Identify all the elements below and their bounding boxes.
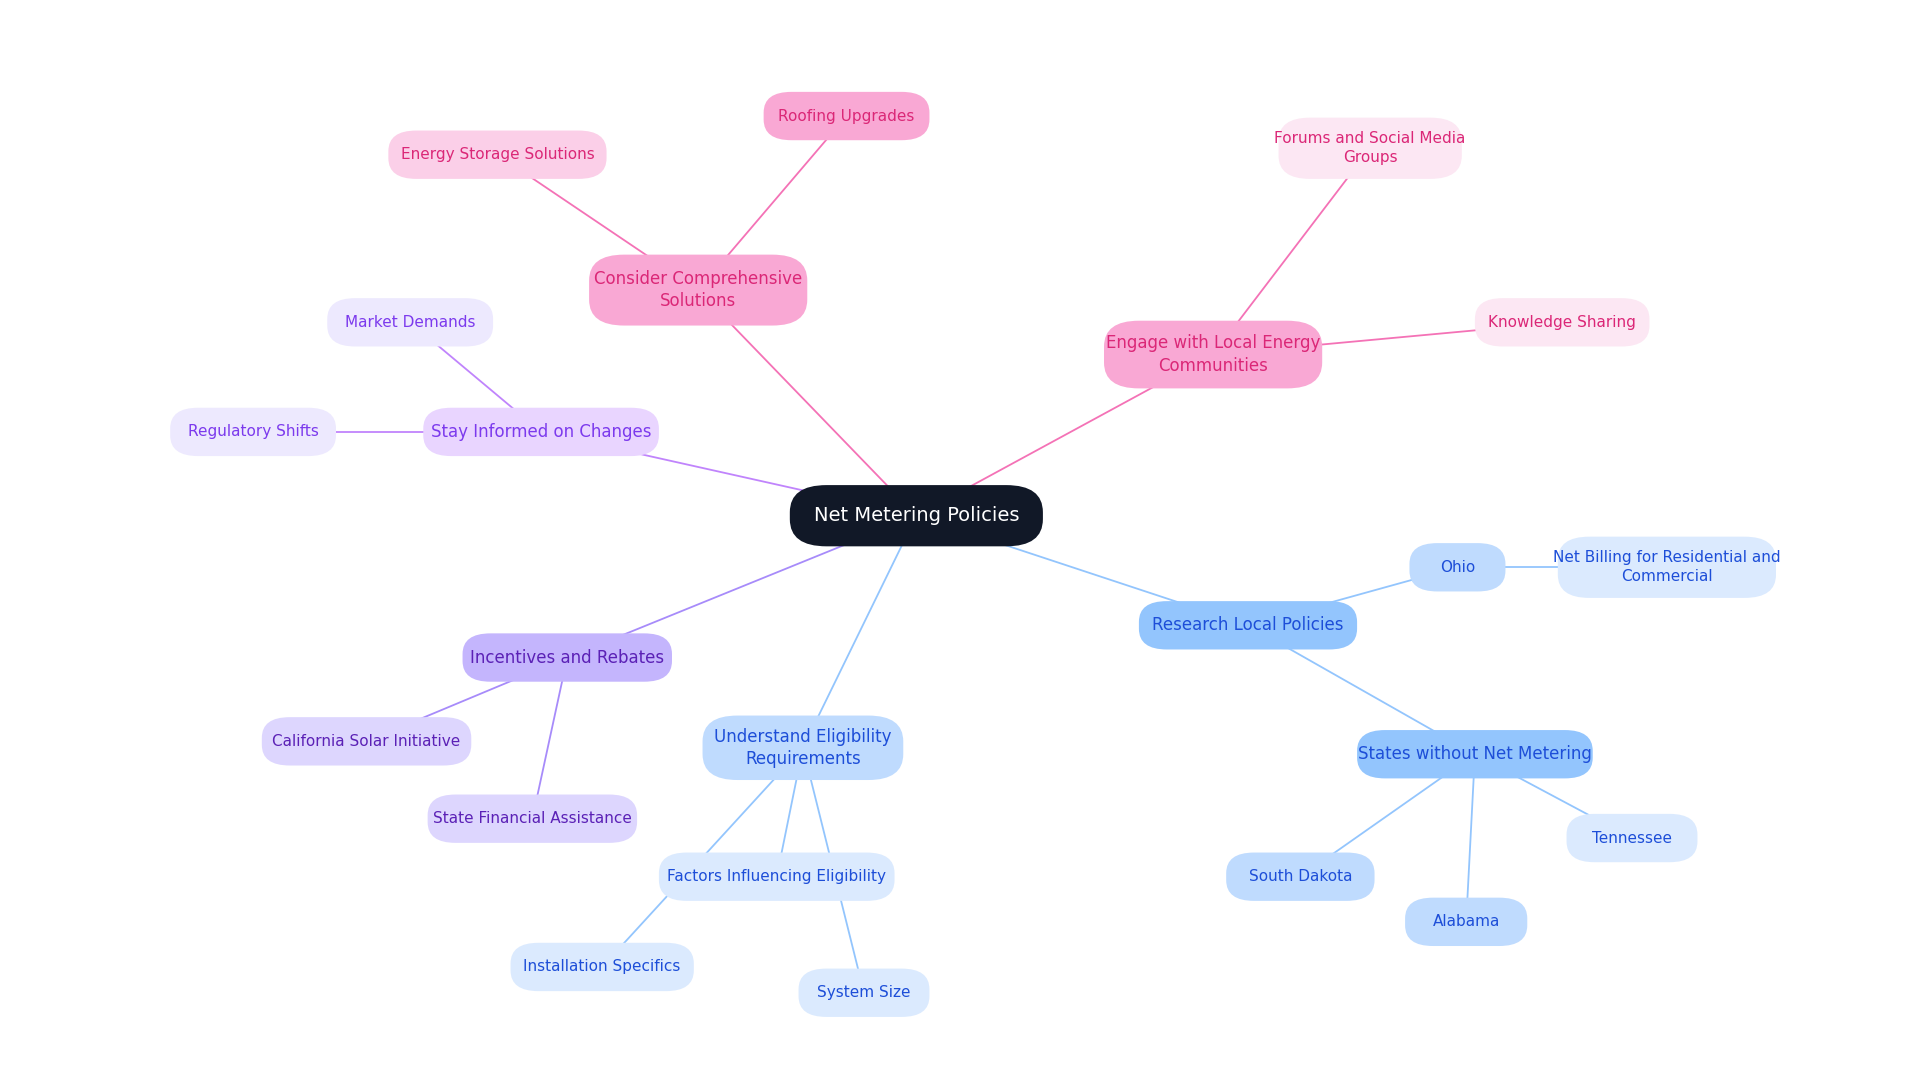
Text: Factors Influencing Eligibility: Factors Influencing Eligibility xyxy=(668,870,887,884)
Text: California Solar Initiative: California Solar Initiative xyxy=(273,734,461,748)
FancyBboxPatch shape xyxy=(1409,543,1505,591)
FancyBboxPatch shape xyxy=(1227,852,1375,901)
Text: Market Demands: Market Demands xyxy=(346,315,476,330)
Text: Net Billing for Residential and
Commercial: Net Billing for Residential and Commerci… xyxy=(1553,550,1780,584)
Text: Research Local Policies: Research Local Policies xyxy=(1152,616,1344,635)
FancyBboxPatch shape xyxy=(789,485,1043,546)
FancyBboxPatch shape xyxy=(463,634,672,681)
Text: System Size: System Size xyxy=(818,986,910,1001)
FancyBboxPatch shape xyxy=(1567,813,1697,862)
FancyBboxPatch shape xyxy=(422,407,659,456)
FancyBboxPatch shape xyxy=(1475,298,1649,347)
FancyBboxPatch shape xyxy=(1557,537,1776,598)
Text: Energy Storage Solutions: Energy Storage Solutions xyxy=(401,147,595,162)
Text: Incentives and Rebates: Incentives and Rebates xyxy=(470,649,664,666)
FancyBboxPatch shape xyxy=(326,298,493,347)
FancyBboxPatch shape xyxy=(1104,321,1323,389)
Text: States without Net Metering: States without Net Metering xyxy=(1357,745,1592,764)
Text: Regulatory Shifts: Regulatory Shifts xyxy=(188,425,319,440)
FancyBboxPatch shape xyxy=(1279,118,1461,179)
Text: State Financial Assistance: State Financial Assistance xyxy=(432,811,632,826)
FancyBboxPatch shape xyxy=(659,852,895,901)
FancyBboxPatch shape xyxy=(428,795,637,843)
Text: Stay Informed on Changes: Stay Informed on Changes xyxy=(430,422,651,441)
FancyBboxPatch shape xyxy=(171,407,336,456)
FancyBboxPatch shape xyxy=(799,968,929,1017)
FancyBboxPatch shape xyxy=(511,943,693,991)
FancyBboxPatch shape xyxy=(388,131,607,179)
Text: Engage with Local Energy
Communities: Engage with Local Energy Communities xyxy=(1106,335,1321,375)
Text: Installation Specifics: Installation Specifics xyxy=(524,960,682,975)
Text: Understand Eligibility
Requirements: Understand Eligibility Requirements xyxy=(714,728,891,768)
Text: Forums and Social Media
Groups: Forums and Social Media Groups xyxy=(1275,131,1465,165)
FancyBboxPatch shape xyxy=(1405,898,1526,947)
FancyBboxPatch shape xyxy=(1357,730,1594,779)
FancyBboxPatch shape xyxy=(589,255,806,326)
Text: Ohio: Ohio xyxy=(1440,560,1475,575)
Text: Net Metering Policies: Net Metering Policies xyxy=(814,506,1020,525)
Text: Consider Comprehensive
Solutions: Consider Comprehensive Solutions xyxy=(593,270,803,310)
Text: South Dakota: South Dakota xyxy=(1248,870,1352,884)
Text: Alabama: Alabama xyxy=(1432,914,1500,929)
FancyBboxPatch shape xyxy=(261,717,470,766)
Text: Knowledge Sharing: Knowledge Sharing xyxy=(1488,315,1636,330)
FancyBboxPatch shape xyxy=(703,716,902,780)
FancyBboxPatch shape xyxy=(764,92,929,140)
Text: Tennessee: Tennessee xyxy=(1592,831,1672,846)
Text: Roofing Upgrades: Roofing Upgrades xyxy=(778,108,914,123)
FancyBboxPatch shape xyxy=(1139,601,1357,650)
